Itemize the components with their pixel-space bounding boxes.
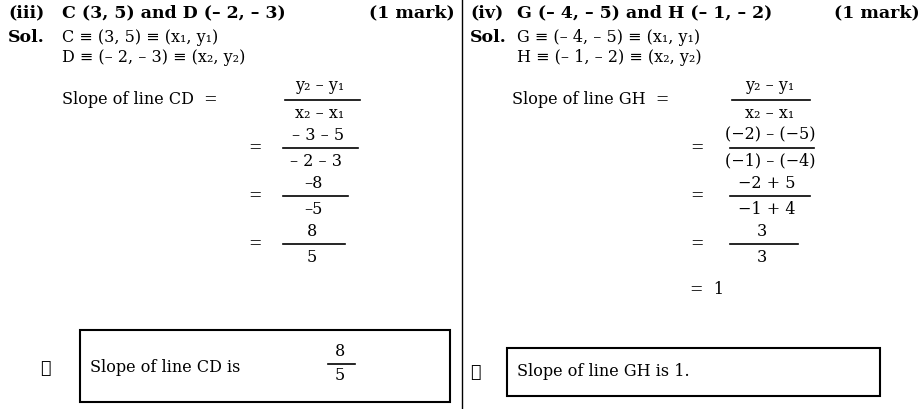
- Text: =: =: [690, 139, 703, 157]
- Text: ∴: ∴: [470, 364, 480, 380]
- Text: =: =: [248, 236, 261, 252]
- FancyBboxPatch shape: [507, 348, 880, 396]
- Text: ∴: ∴: [40, 360, 51, 377]
- Text: =: =: [248, 187, 261, 204]
- Text: −1 + 4: −1 + 4: [738, 200, 796, 218]
- Text: Slope of line GH is 1.: Slope of line GH is 1.: [517, 364, 689, 380]
- Text: 3: 3: [757, 249, 767, 265]
- Text: – 3 – 5: – 3 – 5: [292, 126, 344, 144]
- Text: y₂ – y₁: y₂ – y₁: [296, 77, 345, 94]
- Text: Slope of line GH  =: Slope of line GH =: [512, 92, 669, 108]
- Text: (1 mark): (1 mark): [834, 4, 920, 22]
- Text: 8: 8: [334, 344, 346, 360]
- Text: –8: –8: [304, 175, 322, 191]
- Text: G ≡ (– 4, – 5) ≡ (x₁, y₁): G ≡ (– 4, – 5) ≡ (x₁, y₁): [517, 29, 700, 47]
- Text: 5: 5: [307, 249, 317, 265]
- Text: (−2) – (−5): (−2) – (−5): [724, 126, 815, 144]
- Text: Slope of line CD  =: Slope of line CD =: [62, 92, 218, 108]
- Text: C (3, 5) and D (– 2, – 3): C (3, 5) and D (– 2, – 3): [62, 4, 286, 22]
- Text: – 2 – 3: – 2 – 3: [290, 153, 342, 169]
- Text: 5: 5: [334, 368, 346, 384]
- Text: =: =: [690, 187, 703, 204]
- Text: D ≡ (– 2, – 3) ≡ (x₂, y₂): D ≡ (– 2, – 3) ≡ (x₂, y₂): [62, 49, 246, 65]
- Text: Slope of line CD is: Slope of line CD is: [90, 360, 246, 377]
- Text: 8: 8: [307, 222, 317, 240]
- Text: (−1) – (−4): (−1) – (−4): [724, 153, 815, 169]
- Text: =: =: [248, 139, 261, 157]
- Text: (1 mark): (1 mark): [370, 4, 455, 22]
- Text: –5: –5: [304, 200, 322, 218]
- Text: G (– 4, – 5) and H (– 1, – 2): G (– 4, – 5) and H (– 1, – 2): [517, 4, 772, 22]
- Text: C ≡ (3, 5) ≡ (x₁, y₁): C ≡ (3, 5) ≡ (x₁, y₁): [62, 29, 218, 47]
- Text: =: =: [690, 236, 703, 252]
- Text: 3: 3: [757, 222, 767, 240]
- Text: (iv): (iv): [470, 4, 504, 22]
- Text: H ≡ (– 1, – 2) ≡ (x₂, y₂): H ≡ (– 1, – 2) ≡ (x₂, y₂): [517, 49, 701, 65]
- Text: x₂ – x₁: x₂ – x₁: [296, 106, 345, 123]
- Text: Sol.: Sol.: [8, 29, 44, 47]
- Text: −2 + 5: −2 + 5: [738, 175, 796, 191]
- FancyBboxPatch shape: [80, 330, 450, 402]
- Text: x₂ – x₁: x₂ – x₁: [746, 106, 795, 123]
- Text: =  1: = 1: [690, 281, 724, 299]
- Text: Sol.: Sol.: [470, 29, 506, 47]
- Text: (iii): (iii): [8, 4, 44, 22]
- Text: y₂ – y₁: y₂ – y₁: [746, 77, 795, 94]
